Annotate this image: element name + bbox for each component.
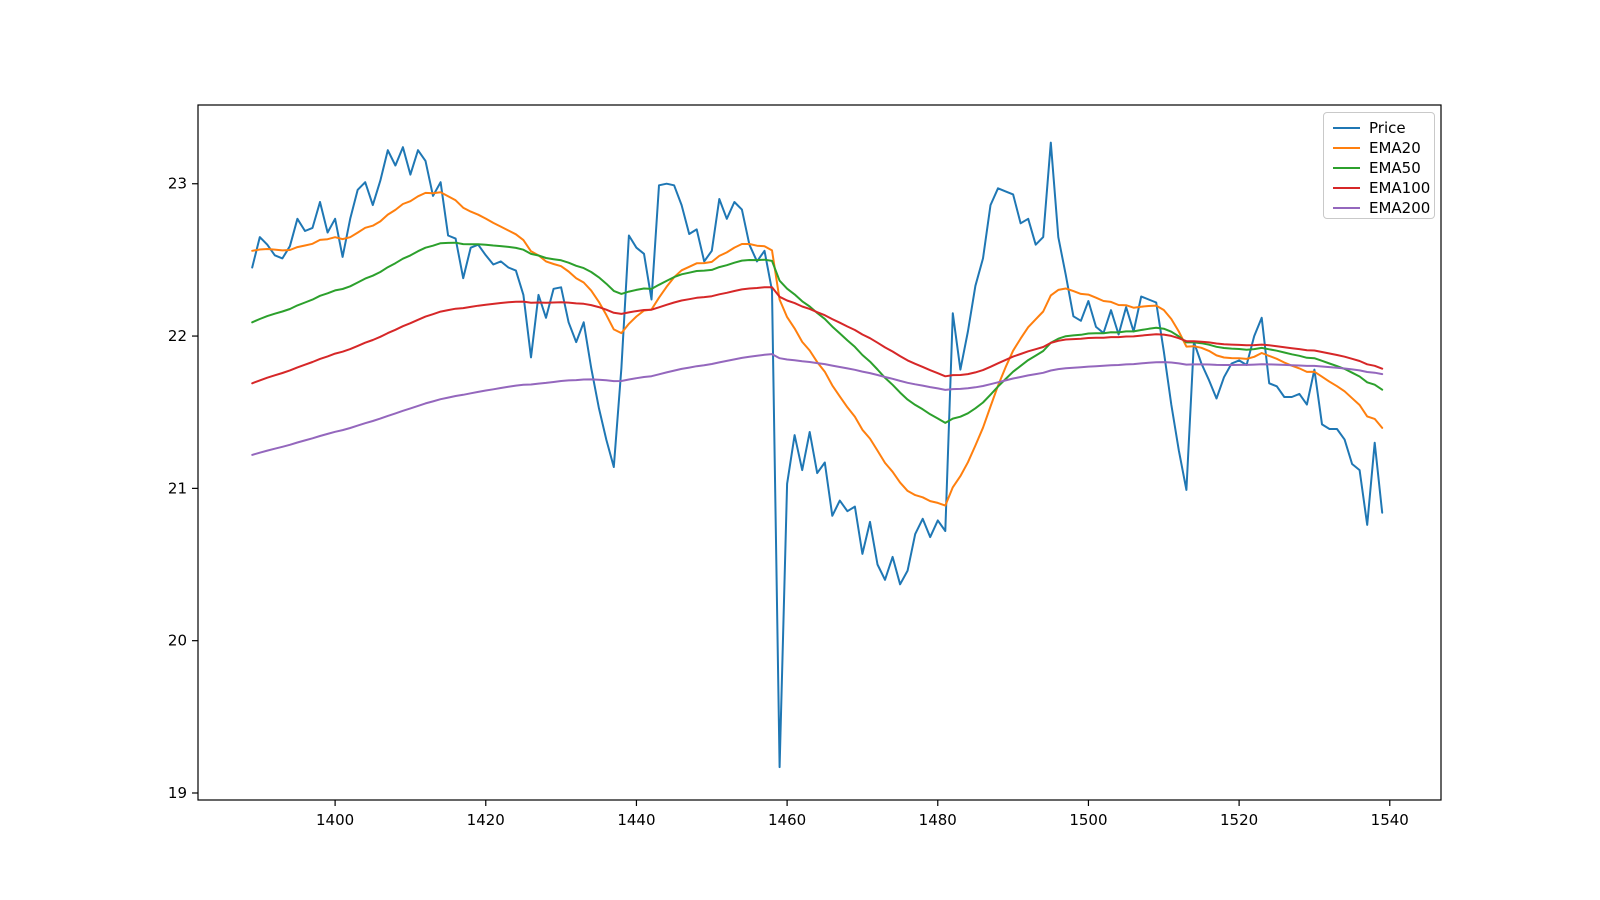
series-line-price — [251, 141, 1384, 769]
y-tick-label: 22 — [168, 327, 187, 345]
x-tick-label: 1400 — [316, 811, 354, 829]
legend-label: Price — [1369, 119, 1406, 137]
legend-label: EMA20 — [1369, 139, 1421, 157]
x-tick-label: 1460 — [768, 811, 806, 829]
legend-label: EMA50 — [1369, 159, 1421, 177]
x-tick-label: 1420 — [467, 811, 505, 829]
legend: Price EMA20 EMA50 EMA100 EMA200 — [1323, 112, 1435, 219]
series-line-ema100 — [251, 286, 1384, 385]
y-tick-label: 21 — [168, 479, 187, 497]
x-tick-label: 1540 — [1371, 811, 1409, 829]
legend-item-ema200: EMA200 — [1333, 198, 1430, 218]
x-tick-label: 1440 — [617, 811, 655, 829]
legend-line-sample — [1333, 167, 1360, 169]
legend-item-ema100: EMA100 — [1333, 178, 1430, 198]
legend-item-price: Price — [1333, 118, 1425, 138]
legend-line-sample — [1333, 187, 1360, 189]
y-tick-label: 20 — [168, 632, 187, 650]
y-tick-label: 19 — [168, 784, 187, 802]
legend-label: EMA200 — [1369, 199, 1431, 217]
legend-line-sample — [1333, 127, 1360, 129]
x-tick-label: 1480 — [919, 811, 957, 829]
y-tick-label: 23 — [168, 175, 187, 193]
x-tick-label: 1520 — [1220, 811, 1258, 829]
series-line-ema50 — [251, 241, 1384, 424]
legend-item-ema50: EMA50 — [1333, 158, 1425, 178]
legend-line-sample — [1333, 207, 1360, 209]
x-tick-label: 1500 — [1069, 811, 1107, 829]
legend-item-ema20: EMA20 — [1333, 138, 1425, 158]
series-line-ema200 — [251, 353, 1384, 456]
plot-border — [197, 104, 1442, 801]
series-line-ema20 — [251, 191, 1384, 507]
legend-line-sample — [1333, 147, 1360, 149]
legend-label: EMA100 — [1369, 179, 1431, 197]
